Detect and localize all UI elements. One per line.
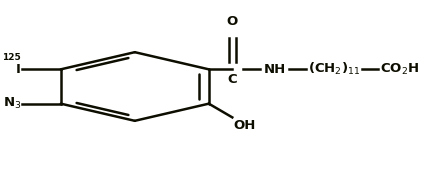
- Text: 125: 125: [2, 53, 21, 62]
- Text: C: C: [228, 73, 237, 86]
- Text: N$_3$: N$_3$: [3, 96, 21, 111]
- Text: (CH$_2$)$_{11}$: (CH$_2$)$_{11}$: [308, 61, 360, 77]
- Text: CO$_2$H: CO$_2$H: [380, 62, 419, 77]
- Text: O: O: [227, 15, 238, 28]
- Text: NH: NH: [264, 63, 286, 76]
- Text: OH: OH: [234, 119, 256, 132]
- Text: I: I: [16, 63, 21, 76]
